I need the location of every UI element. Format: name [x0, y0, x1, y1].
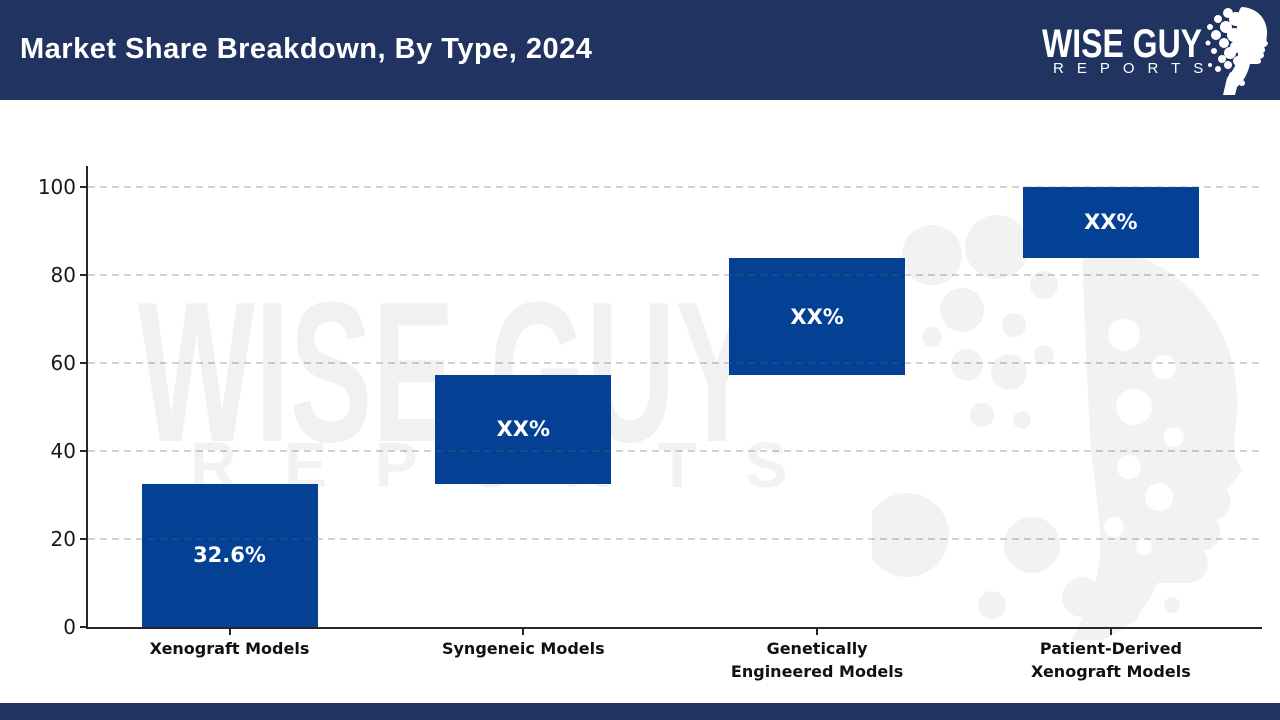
- gridline: [88, 362, 1260, 364]
- bar-value-label: XX%: [790, 304, 844, 329]
- wise-guy-logo-text: WISE GUY: [1042, 22, 1203, 66]
- chart-title: Market Share Breakdown, By Type, 2024: [20, 33, 593, 65]
- bar: [435, 375, 612, 484]
- bar-value-label: XX%: [496, 417, 551, 442]
- y-tick-label: 20: [50, 527, 76, 551]
- footer-bar: [0, 703, 1280, 720]
- y-tick-mark: [80, 450, 86, 452]
- gridline: [88, 450, 1260, 452]
- watermark-head-icon: [872, 215, 1242, 640]
- y-tick-label: 80: [50, 263, 76, 287]
- x-tick-mark: [816, 629, 819, 635]
- header-bar: Market Share Breakdown, By Type, 2024 WI…: [0, 0, 1280, 100]
- wise-guy-logo-head-icon: [1205, 7, 1268, 95]
- x-tick-mark: [1109, 629, 1112, 635]
- x-tick-mark: [228, 629, 231, 635]
- y-tick-label: 0: [63, 615, 76, 639]
- bar: [141, 483, 318, 627]
- bar: [1022, 187, 1199, 258]
- gridline: [88, 186, 1260, 188]
- y-tick-label: 60: [50, 351, 76, 375]
- y-tick-mark: [80, 362, 86, 364]
- y-tick-mark: [80, 186, 86, 188]
- y-axis-line: [86, 166, 88, 629]
- y-tick-mark: [80, 626, 86, 628]
- y-tick-label: 100: [37, 175, 76, 199]
- gridline: [88, 538, 1260, 540]
- y-tick-mark: [80, 538, 86, 540]
- x-tick-label: Syngeneic Models: [441, 639, 605, 658]
- x-tick-label: Genetically Engineered Models: [730, 639, 904, 681]
- x-tick-label: Patient-Derived Xenograft Models: [1031, 639, 1191, 681]
- y-tick-label: 40: [50, 439, 76, 463]
- bar-value-label: 32.6%: [193, 543, 266, 568]
- bar: [729, 257, 906, 376]
- wise-guy-logo-subtext: REPORTS: [1053, 60, 1217, 77]
- x-axis-line: [86, 627, 1262, 629]
- bar-value-label: XX%: [1084, 210, 1138, 235]
- x-tick-label: Xenograft Models: [149, 639, 310, 658]
- y-tick-mark: [80, 274, 86, 276]
- gridline: [88, 274, 1260, 276]
- x-tick-mark: [522, 629, 525, 635]
